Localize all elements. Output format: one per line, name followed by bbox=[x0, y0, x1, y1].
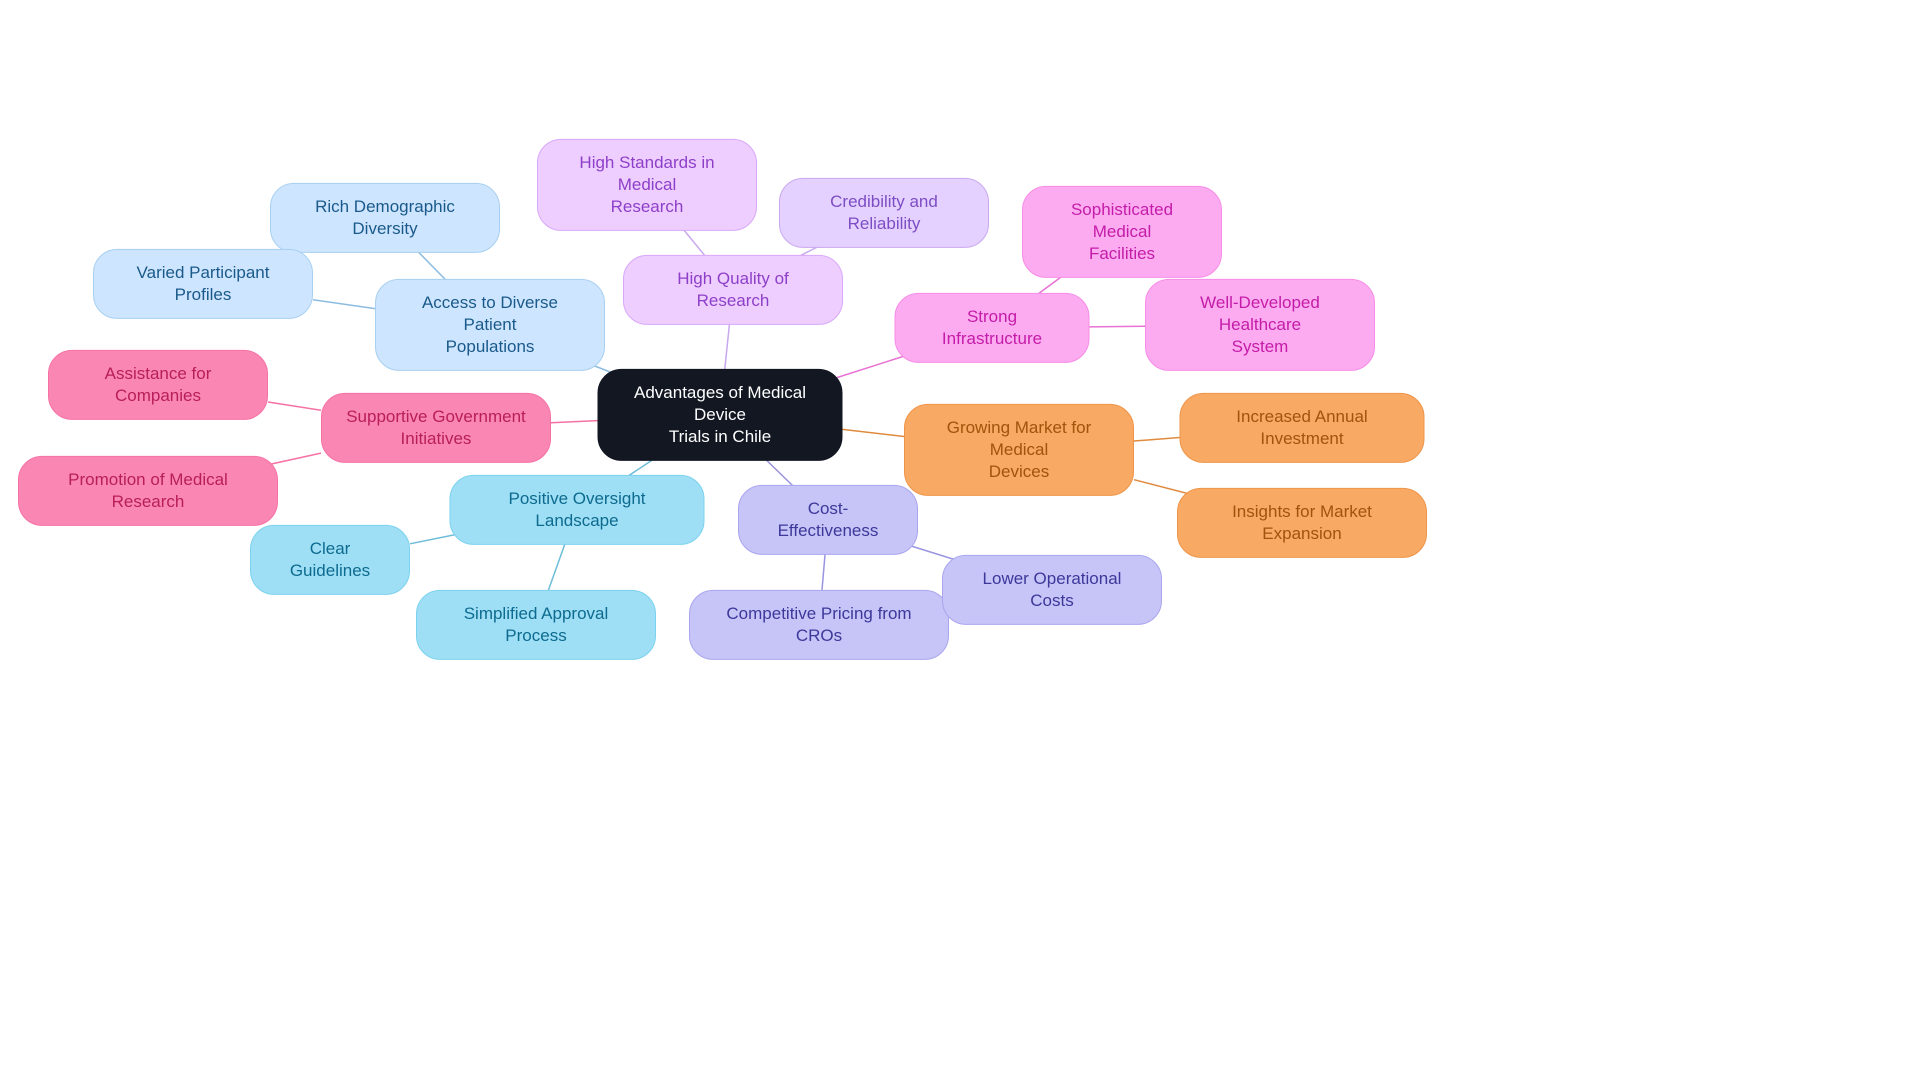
edge-diverse-diverse-2 bbox=[313, 300, 375, 309]
node-oversight-1: Clear Guidelines bbox=[250, 525, 410, 595]
node-gov-2: Promotion of Medical Research bbox=[18, 456, 278, 526]
node-infra-1: Sophisticated MedicalFacilities bbox=[1022, 186, 1222, 278]
edge-market-market-1 bbox=[1134, 438, 1180, 442]
node-market-1: Increased Annual Investment bbox=[1180, 393, 1425, 463]
node-quality-1: High Standards in MedicalResearch bbox=[537, 139, 757, 231]
mindmap-canvas: Advantages of Medical DeviceTrials in Ch… bbox=[0, 0, 1920, 1083]
node-diverse: Access to Diverse PatientPopulations bbox=[375, 279, 605, 371]
node-oversight-2: Simplified Approval Process bbox=[416, 590, 656, 660]
edge-infra-infra-2 bbox=[1090, 326, 1146, 327]
node-oversight: Positive Oversight Landscape bbox=[450, 475, 705, 545]
node-cost: Cost-Effectiveness bbox=[738, 485, 918, 555]
node-cost-1: Competitive Pricing from CROs bbox=[689, 590, 949, 660]
node-gov-1: Assistance for Companies bbox=[48, 350, 268, 420]
node-infra: Strong Infrastructure bbox=[895, 293, 1090, 363]
node-center: Advantages of Medical DeviceTrials in Ch… bbox=[598, 369, 843, 461]
node-gov: Supportive GovernmentInitiatives bbox=[321, 393, 551, 463]
node-diverse-2: Varied Participant Profiles bbox=[93, 249, 313, 319]
edge-center-gov bbox=[551, 421, 598, 423]
node-infra-2: Well-Developed HealthcareSystem bbox=[1145, 279, 1375, 371]
node-quality: High Quality of Research bbox=[623, 255, 843, 325]
node-quality-2: Credibility and Reliability bbox=[779, 178, 989, 248]
edge-gov-gov-1 bbox=[268, 402, 321, 410]
node-market: Growing Market for MedicalDevices bbox=[904, 404, 1134, 496]
edge-center-market bbox=[843, 429, 905, 436]
node-diverse-1: Rich Demographic Diversity bbox=[270, 183, 500, 253]
node-cost-2: Lower Operational Costs bbox=[942, 555, 1162, 625]
node-market-2: Insights for Market Expansion bbox=[1177, 488, 1427, 558]
